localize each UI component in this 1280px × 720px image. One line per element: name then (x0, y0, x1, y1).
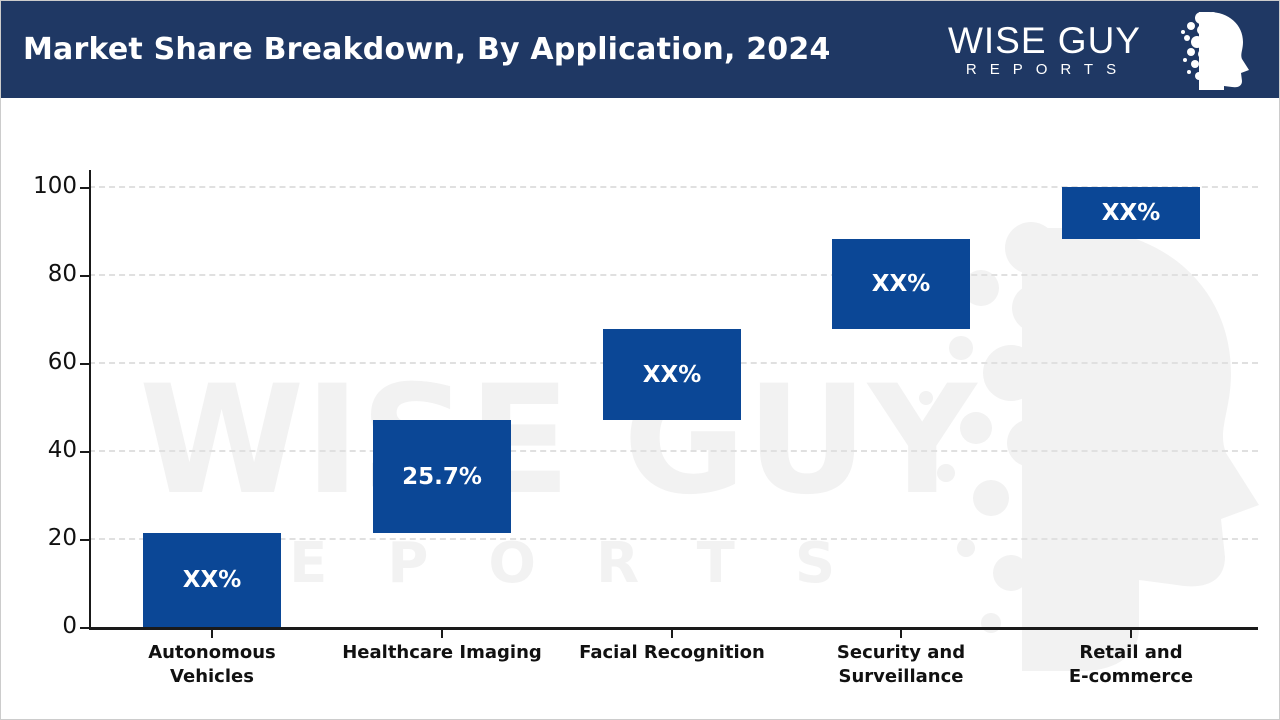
x-tick (1130, 629, 1132, 638)
bar-value-label: XX% (1101, 199, 1161, 226)
y-tick-label: 80 (47, 261, 77, 287)
plot-area: WISE GUY REPORTS 0 20 40 60 80 100 XX% 25.7% XX%… (1, 98, 1279, 719)
category-label: Autonomous Vehicles (97, 641, 327, 690)
category-label: Retail and E-commerce (1016, 641, 1246, 690)
category-label-line: Autonomous (148, 642, 276, 663)
watermark-wordmark: WISE GUY (139, 354, 977, 528)
category-label-line: Facial Recognition (579, 642, 765, 663)
category-label-line: Retail and (1079, 642, 1183, 663)
gridline (89, 274, 1258, 276)
header-bar: Market Share Breakdown, By Application, … (1, 1, 1279, 98)
category-label: Security and Surveillance (786, 641, 1016, 690)
waterfall-bar: XX% (832, 238, 970, 330)
category-label-line: Vehicles (170, 666, 254, 688)
chart-title: Market Share Breakdown, By Application, … (23, 32, 831, 67)
category-label: Healthcare Imaging (327, 641, 557, 665)
y-tick (80, 363, 89, 365)
gridline (89, 450, 1258, 452)
y-tick-label: 20 (47, 525, 77, 551)
y-tick-label: 60 (47, 349, 77, 375)
gridline (89, 186, 1258, 188)
x-tick (900, 629, 902, 638)
logo-wordmark: WISE GUY (947, 20, 1141, 61)
bar-value-label: 25.7% (402, 463, 482, 490)
logo-text: WISE GUY REPORTS (948, 22, 1141, 77)
y-tick (80, 451, 89, 453)
category-label-line: E-commerce (1068, 666, 1194, 688)
y-tick (80, 187, 89, 189)
y-tick (80, 275, 89, 277)
bar-value-label: XX% (642, 361, 702, 388)
x-tick (211, 629, 213, 638)
x-tick (441, 629, 443, 638)
bar-value-label: XX% (182, 567, 242, 594)
waterfall-bar: 25.7% (373, 420, 511, 534)
gridline (89, 538, 1258, 540)
y-axis-line (89, 170, 91, 629)
y-tick-label: 40 (47, 437, 77, 463)
logo-head-icon (1181, 11, 1249, 90)
x-axis-line (89, 627, 1258, 630)
category-label-line: Security and (836, 642, 966, 663)
y-tick-label: 0 (62, 613, 77, 639)
wise-guy-reports-logo: WISE GUY REPORTS (948, 10, 1259, 90)
watermark-subtitle: REPORTS (186, 531, 896, 596)
waterfall-bar: XX% (603, 329, 741, 421)
waterfall-bar: XX% (1062, 187, 1200, 239)
y-tick (80, 627, 89, 629)
category-label-line: Surveillance (838, 666, 964, 688)
logo-subtitle: REPORTS (965, 61, 1130, 78)
y-tick-label: 100 (33, 173, 77, 199)
watermark-head-icon (919, 217, 1259, 671)
category-label: Facial Recognition (557, 641, 787, 665)
y-tick (80, 539, 89, 541)
bar-value-label: XX% (871, 271, 931, 297)
x-tick (671, 629, 673, 638)
category-label-line: Healthcare Imaging (342, 642, 542, 663)
waterfall-bar: XX% (143, 533, 281, 627)
